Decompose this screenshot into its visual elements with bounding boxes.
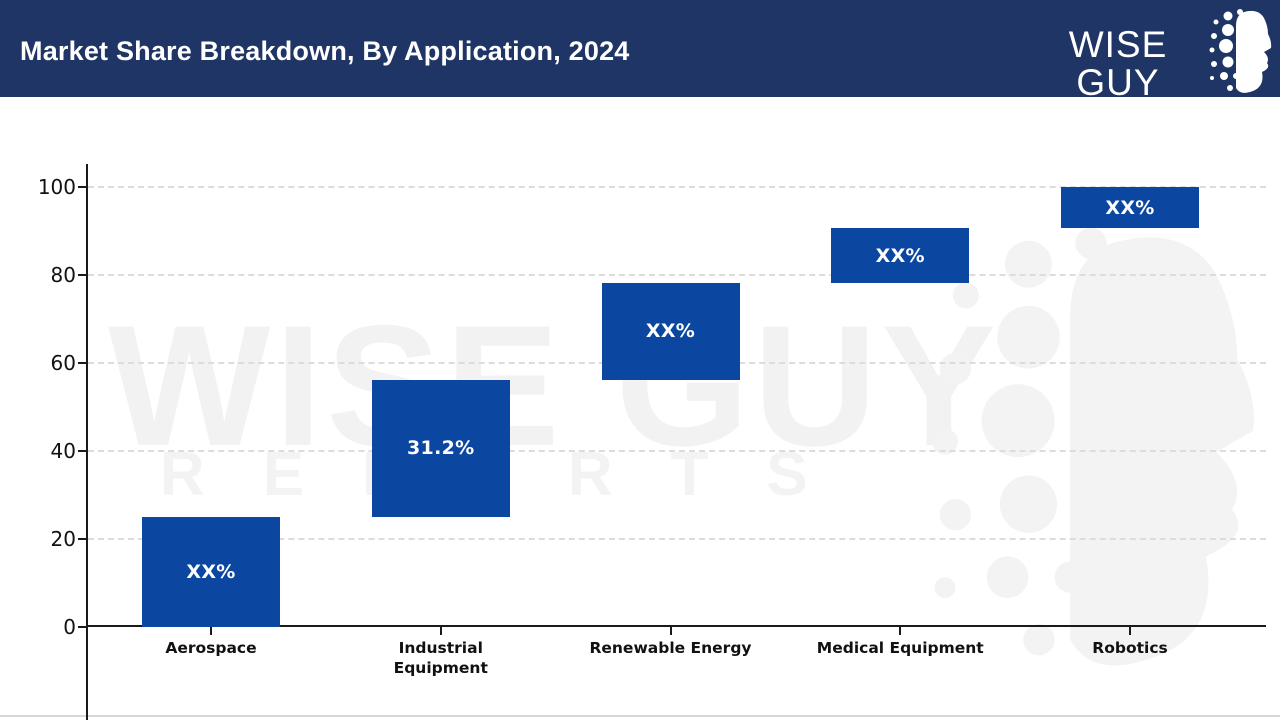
bar-value-label: XX%: [1105, 196, 1155, 219]
chart-title: Market Share Breakdown, By Application, …: [20, 36, 630, 66]
x-tick-4: [1129, 627, 1131, 635]
y-axis-line: [86, 164, 88, 720]
chart-area: WISE GUY REPORTS 0 20 40 60 80 100 XX% Aerospac…: [0, 97, 1280, 720]
gridline-100: [88, 186, 1266, 188]
y-tick-40: [78, 450, 86, 452]
plot: 0 20 40 60 80 100 XX% Aerospace 31.2% Industrial …: [0, 97, 1280, 720]
y-tick-label-20: 20: [50, 527, 76, 551]
x-category-label-3: Medical Equipment: [816, 639, 984, 657]
y-tick-label-60: 60: [50, 351, 76, 375]
bar-medical-equipment: XX%: [831, 228, 970, 283]
gridline-40: [88, 450, 1266, 452]
y-tick-label-100: 100: [37, 175, 76, 199]
bottom-divider: [0, 715, 1280, 717]
x-tick-0: [210, 627, 212, 635]
bar-renewable-energy: XX%: [601, 282, 740, 380]
y-tick-100: [78, 186, 86, 188]
gridline-20: [88, 538, 1266, 540]
x-category-label-2: Renewable Energy: [589, 639, 752, 657]
bar-value-label: XX%: [875, 244, 925, 267]
x-category-label-1: Industrial Equipment: [393, 639, 488, 677]
x-category-label-0: Aerospace: [165, 639, 257, 657]
brand-logo-text: WISE GUY REPORTS: [1032, 24, 1204, 98]
brand-name: WISE GUY: [1068, 24, 1168, 98]
y-tick-0: [78, 626, 86, 628]
x-category-label-4: Robotics: [1092, 639, 1168, 657]
y-tick-label-0: 0: [63, 615, 76, 639]
bar-value-label: XX%: [186, 561, 236, 583]
header: Market Share Breakdown, By Application, …: [0, 0, 1280, 97]
x-tick-3: [899, 627, 902, 635]
y-tick-80: [78, 274, 86, 276]
bar-industrial-equipment: 31.2%: [371, 379, 510, 517]
bar-aerospace: XX%: [142, 517, 280, 627]
x-axis-line: [86, 625, 1266, 627]
y-tick-label-40: 40: [50, 439, 76, 463]
brand-face-icon: [1209, 9, 1272, 93]
y-tick-20: [78, 538, 86, 540]
brand-logo: WISE GUY REPORTS: [1032, 4, 1272, 98]
x-tick-1: [439, 627, 442, 635]
x-tick-2: [669, 627, 672, 635]
bar-value-label: 31.2%: [407, 437, 475, 460]
bar-robotics: XX%: [1061, 187, 1199, 229]
bar-value-label: XX%: [645, 320, 696, 343]
y-tick-60: [78, 362, 86, 364]
gridline-80: [88, 274, 1266, 276]
y-tick-label-80: 80: [50, 263, 76, 287]
